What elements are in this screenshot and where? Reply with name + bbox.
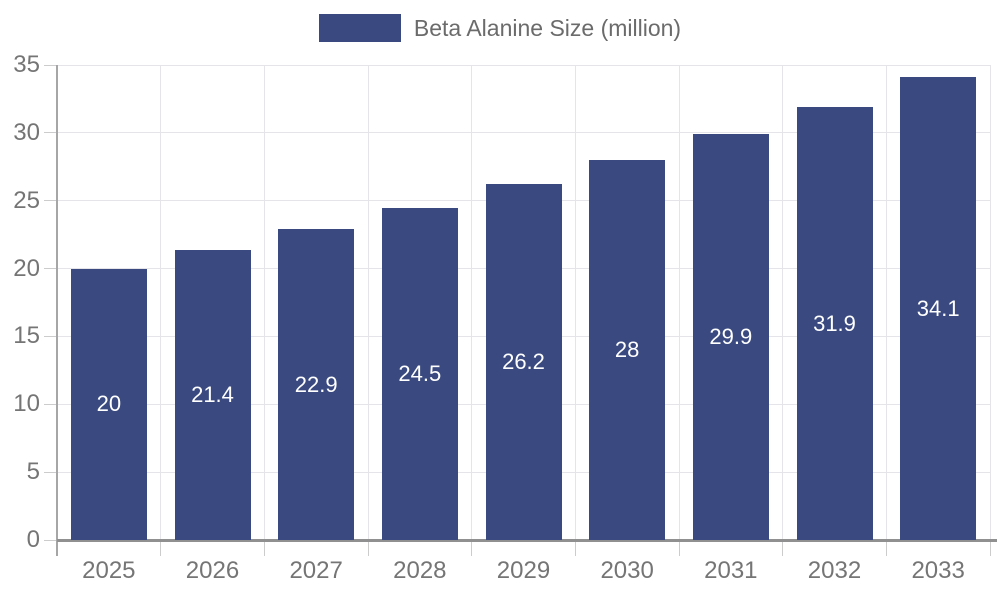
bar-value-label: 24.5 (398, 360, 442, 386)
x-gridline (885, 65, 887, 540)
bar-2027[interactable]: 22.9 (278, 229, 355, 540)
bar-value-label: 22.9 (294, 371, 338, 397)
bar-value-label: 28 (614, 337, 640, 362)
x-axis-tick-label: 2030 (600, 557, 654, 584)
x-axis-tick-label: 2029 (496, 557, 551, 584)
y-tick (44, 335, 57, 337)
y-tick (44, 268, 57, 270)
x-axis-tick-label: 2025 (82, 557, 136, 584)
x-axis-tick-label: 2026 (185, 557, 240, 584)
y-axis-tick-label: 15 (13, 322, 40, 350)
x-tick (160, 540, 162, 556)
y-tick (44, 200, 57, 202)
bar-2033[interactable]: 34.1 (900, 77, 977, 540)
y-gridline (57, 64, 990, 66)
bar-value-label: 21.4 (191, 381, 234, 407)
y-axis-tick-label: 10 (13, 390, 40, 418)
x-gridline (782, 65, 784, 540)
bar-value-label: 29.9 (709, 324, 753, 350)
y-axis-tick-label: 0 (26, 526, 40, 553)
bar-value-label: 34.1 (916, 295, 960, 321)
legend-swatch (318, 14, 401, 42)
x-tick (989, 540, 991, 556)
x-gridline (367, 65, 369, 540)
bar-2026[interactable]: 21.4 (174, 249, 251, 540)
x-tick (263, 540, 265, 556)
x-axis-tick-label: 2032 (807, 557, 862, 584)
bar-2025[interactable]: 20 (70, 268, 147, 540)
x-axis-tick-label: 2028 (393, 557, 447, 584)
x-gridline (263, 65, 265, 540)
y-tick (44, 403, 57, 405)
bar-value-label: 20 (96, 391, 122, 417)
y-axis-tick-label: 5 (26, 458, 40, 486)
bar-value-label: 26.2 (502, 349, 545, 375)
y-tick (44, 132, 57, 134)
x-tick (574, 540, 576, 556)
x-tick (678, 540, 680, 556)
y-tick (44, 64, 57, 66)
y-axis-tick-label: 35 (13, 51, 40, 78)
x-gridline (678, 65, 680, 540)
y-axis-line (56, 65, 58, 556)
x-gridline (574, 65, 576, 540)
x-gridline (160, 65, 162, 540)
bar-2028[interactable]: 24.5 (381, 207, 458, 540)
legend-item[interactable]: Beta Alanine Size (million) (318, 14, 682, 42)
x-axis-tick-label: 2031 (704, 557, 758, 584)
y-axis-tick-label: 25 (13, 186, 40, 214)
bar-2031[interactable]: 29.9 (692, 134, 769, 540)
y-tick (44, 471, 57, 473)
legend-label: Beta Alanine Size (million) (413, 15, 682, 41)
bar-2032[interactable]: 31.9 (796, 107, 873, 540)
x-gridline (989, 65, 991, 540)
x-tick (782, 540, 784, 556)
y-axis-tick-label: 20 (13, 254, 40, 282)
y-gridline (57, 132, 990, 134)
x-gridline (471, 65, 473, 540)
x-tick (367, 540, 369, 556)
x-axis-tick-label: 2033 (911, 557, 965, 584)
y-tick (44, 539, 57, 541)
bar-2029[interactable]: 26.2 (485, 184, 562, 540)
x-tick (471, 540, 473, 556)
x-axis-tick-label: 2027 (289, 557, 343, 584)
legend: Beta Alanine Size (million) (0, 14, 1000, 42)
bar-2030[interactable]: 28 (589, 160, 666, 540)
x-axis-line (57, 538, 997, 542)
x-tick (885, 540, 887, 556)
bar-value-label: 31.9 (813, 310, 856, 336)
y-axis-tick-label: 30 (13, 118, 40, 146)
